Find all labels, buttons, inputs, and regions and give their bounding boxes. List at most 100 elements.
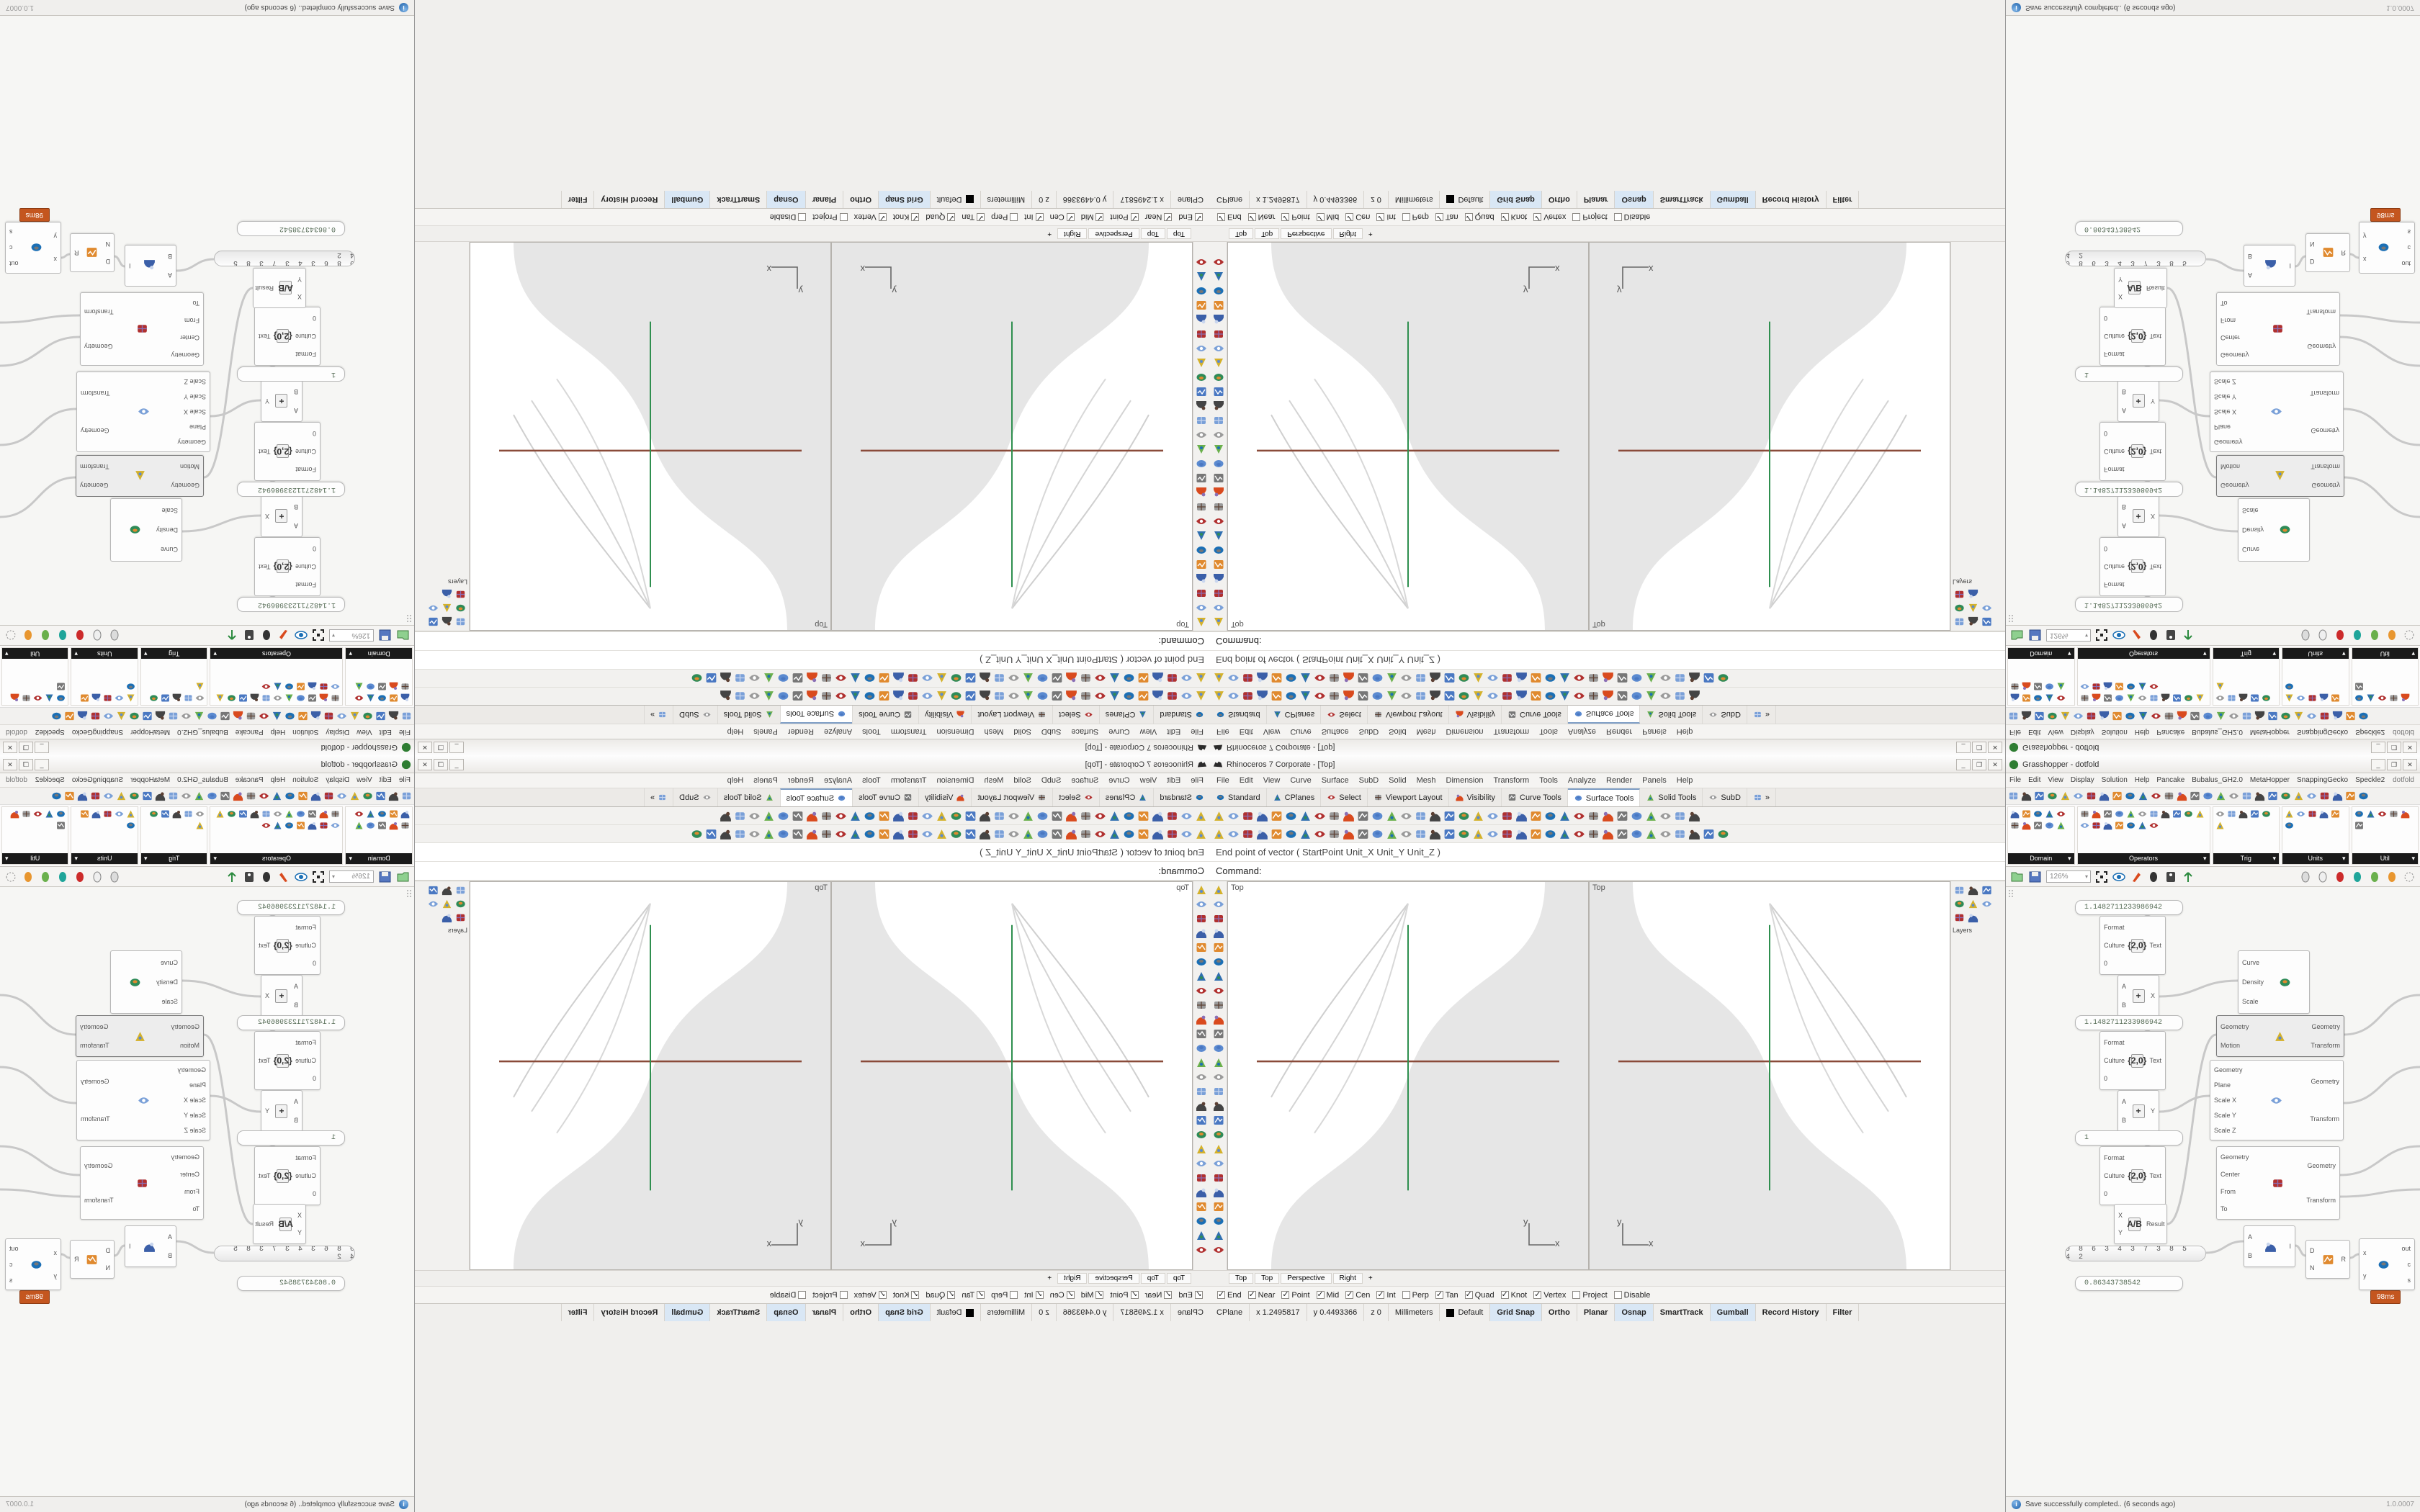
gh-domain-item-3-icon[interactable] xyxy=(2044,693,2055,703)
rhino-side-tool-11-icon[interactable] xyxy=(1212,457,1225,470)
rhino-side-tool-25-icon[interactable] xyxy=(1212,256,1225,269)
rhino-tool-row2-19-icon[interactable] xyxy=(1486,672,1500,685)
rhino-tool-row1-30-icon[interactable] xyxy=(762,690,776,703)
gh-domain-item-1-icon[interactable] xyxy=(388,693,399,703)
toolbar-tab--[interactable]: » xyxy=(643,706,673,724)
gh-menu-bubalus-gh2-0[interactable]: Bubalus_GH2.0 xyxy=(177,728,228,736)
divide-curve-component-in-0[interactable]: Curve xyxy=(2242,546,2260,553)
gh-group-operators[interactable]: Operators xyxy=(2076,806,2210,865)
gh-group-units[interactable]: Units xyxy=(2282,806,2349,865)
solid-icon[interactable] xyxy=(765,710,774,719)
gh-category-19-icon[interactable] xyxy=(154,710,166,722)
osnap-checkbox[interactable] xyxy=(1613,1291,1622,1299)
save-file-icon[interactable] xyxy=(2028,629,2042,642)
rhino-side-tool-11-icon[interactable] xyxy=(1212,1042,1225,1055)
gh-category-7-icon[interactable] xyxy=(310,710,322,722)
gh-units-item-0-icon[interactable] xyxy=(2284,693,2295,703)
toolbar-tab-surface-tools[interactable]: Surface Tools xyxy=(779,788,853,806)
gh-menu-snappinggecko[interactable]: SnappingGecko xyxy=(71,776,124,784)
vb-script-component-in-1[interactable]: y xyxy=(53,1272,58,1280)
rhino-tool-row2-32-icon[interactable] xyxy=(1673,672,1687,685)
gh-group-units[interactable]: Units xyxy=(2282,647,2349,706)
format-component-2-in-1[interactable]: Culture xyxy=(2104,1057,2125,1064)
rhino-tool-row1-9-icon[interactable] xyxy=(1342,809,1355,823)
rhino-side-tool-24-icon[interactable] xyxy=(1212,270,1225,283)
gh-operators-item-10-icon[interactable] xyxy=(215,809,226,819)
rhino-tool-row1-8-icon[interactable] xyxy=(1327,809,1341,823)
number-pill-one[interactable]: 1 xyxy=(2075,1130,2183,1146)
osnap-checkbox[interactable] xyxy=(1281,213,1290,221)
gh-close-button[interactable]: ✕ xyxy=(3,758,17,770)
rhino-side-tool-15-icon[interactable] xyxy=(1212,400,1225,413)
orient-component-in-2[interactable]: From xyxy=(2220,317,2236,325)
rhino-tool-row1-10-icon[interactable] xyxy=(1356,690,1370,703)
runtime-badge[interactable]: 98ms xyxy=(19,1290,50,1304)
rhino-tool-row1-27-icon[interactable] xyxy=(1601,809,1615,823)
gh-domain-item-8-icon[interactable] xyxy=(2044,681,2055,692)
toolbar-tab-curve-tools[interactable]: Curve Tools xyxy=(1502,788,1568,806)
gh-menu-bubalus-gh2-0[interactable]: Bubalus_GH2.0 xyxy=(2192,728,2243,736)
rhino-menu-subd[interactable]: SubD xyxy=(1358,727,1379,736)
toolbar-tab-curve-tools[interactable]: Curve Tools xyxy=(852,788,918,806)
gh-operators-item-9-icon[interactable] xyxy=(2183,809,2194,819)
rhino-side-tool-17-icon[interactable] xyxy=(1196,371,1209,384)
rhino-tool-row2-7-icon[interactable] xyxy=(1313,672,1327,685)
vb-script-component-out-1[interactable]: c xyxy=(2407,244,2411,252)
gh-trig-item-0-icon[interactable] xyxy=(2215,693,2226,703)
rhino-tool-row1-17-icon[interactable] xyxy=(949,690,963,703)
rhino-tool-row1-0-icon[interactable] xyxy=(1194,809,1208,823)
status-toggle-ortho[interactable]: Ortho xyxy=(1542,1304,1577,1321)
osnap-checkbox[interactable] xyxy=(1572,1291,1581,1299)
rhino-side-tool-13-icon[interactable] xyxy=(1196,1071,1209,1084)
gh-units-item-4-icon[interactable] xyxy=(79,809,90,819)
viewport-tab-0[interactable]: Top xyxy=(1166,228,1191,239)
osnap-end[interactable]: End xyxy=(1217,213,1242,222)
transparent-icon[interactable] xyxy=(2316,629,2329,642)
status-toggle-osnap[interactable]: Osnap xyxy=(1615,191,1654,208)
gh-maximize-button[interactable]: ❐ xyxy=(19,742,33,754)
gh-category-2-icon[interactable] xyxy=(375,790,387,802)
rhino-tool-row1-24-icon[interactable] xyxy=(1558,690,1572,703)
gh-util-item-2-icon[interactable] xyxy=(33,693,44,703)
status-layer[interactable]: Default xyxy=(929,1304,980,1321)
gh-units-item-4-icon[interactable] xyxy=(2330,809,2341,819)
rhino-tool-row2-2-icon[interactable] xyxy=(1241,827,1255,841)
gh-category-24-icon[interactable] xyxy=(2318,710,2331,722)
rhino-tool-row1-29-icon[interactable] xyxy=(776,809,790,823)
gh-operators-item-7-icon[interactable] xyxy=(250,693,261,703)
rhino-tool-row1-9-icon[interactable] xyxy=(1342,690,1355,703)
subd-icon[interactable] xyxy=(1708,710,1718,719)
gh-util-item-2-icon[interactable] xyxy=(2377,809,2388,819)
gh-menu-speckle2[interactable]: Speckle2 xyxy=(35,776,65,784)
viewport-tab-1[interactable]: Top xyxy=(1140,1273,1165,1284)
gh-domain-item-9-icon[interactable] xyxy=(2056,820,2066,831)
rhino-tool-row2-16-icon[interactable] xyxy=(1443,672,1456,685)
rhino-tool-row2-6-icon[interactable] xyxy=(1299,827,1312,841)
format-component-3-in-0[interactable]: Format xyxy=(2104,1154,2125,1161)
number-pill-top[interactable]: 1.1482711233986942 xyxy=(237,597,345,612)
rhino-tool-row2-10-icon[interactable] xyxy=(1356,672,1370,685)
gh-category-21-icon[interactable] xyxy=(2280,710,2292,722)
rhino-tool-row2-14-icon[interactable] xyxy=(1414,827,1428,841)
gh-category-26-icon[interactable] xyxy=(2344,790,2357,802)
gh-category-25-icon[interactable] xyxy=(76,790,89,802)
rhino-tool-row1-6-icon[interactable] xyxy=(1299,690,1312,703)
osnap-checkbox[interactable] xyxy=(798,213,807,221)
rhino-tool-row1-8-icon[interactable] xyxy=(1327,690,1341,703)
surface-icon[interactable] xyxy=(1574,709,1583,719)
gh-trig-item-3-icon[interactable] xyxy=(161,809,171,819)
gh-operators-item-12-icon[interactable] xyxy=(2091,820,2102,831)
gh-group-caption[interactable]: Trig xyxy=(2213,648,2279,659)
rhino-tool-row1-29-icon[interactable] xyxy=(1630,690,1644,703)
format-component-3[interactable]: Format Culture 0 {2,0} Text xyxy=(254,1146,321,1205)
osnap-checkbox[interactable] xyxy=(1500,1290,1509,1299)
gh-domain-item-7-icon[interactable] xyxy=(377,681,387,692)
gh-menu-solution[interactable]: Solution xyxy=(2101,776,2128,784)
rhino-side-tool-18-icon[interactable] xyxy=(1196,1143,1209,1156)
gh-menu-display[interactable]: Display xyxy=(326,776,350,784)
